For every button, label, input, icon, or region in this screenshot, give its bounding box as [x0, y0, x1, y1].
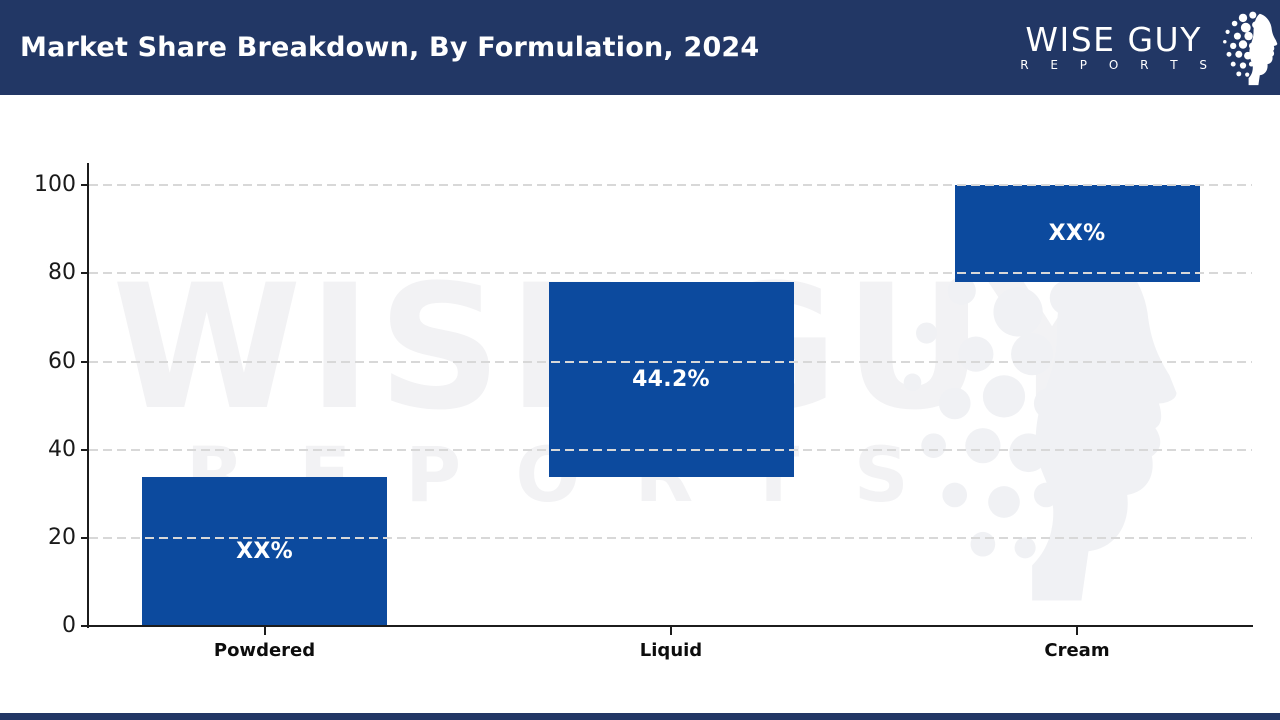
y-tick-label-100: 100	[34, 172, 76, 198]
bar-value-label: XX%	[1048, 221, 1106, 247]
y-tick-label-20: 20	[48, 524, 76, 550]
bar-powdered: XX%	[142, 477, 387, 626]
chart-title: Market Share Breakdown, By Formulation, …	[20, 32, 760, 63]
y-tick-label-60: 60	[48, 348, 76, 374]
footer-bar	[0, 713, 1280, 720]
dotted-head-icon	[1223, 11, 1278, 85]
y-tick-label-40: 40	[48, 436, 76, 462]
logo-subtitle: R E P O R T S	[1020, 58, 1216, 72]
x-axis-tick-liquid	[670, 627, 672, 635]
x-axis-line	[86, 624, 1253, 627]
gridline-y-100	[89, 184, 1252, 187]
gridline-y-40	[89, 448, 1252, 451]
header-bar: Market Share Breakdown, By Formulation, …	[0, 0, 1280, 95]
x-category-label-liquid: Liquid	[639, 640, 703, 661]
y-tick-label-0: 0	[62, 613, 76, 638]
gridline-y-60	[89, 360, 1252, 363]
x-axis-tick-powdered	[263, 627, 266, 635]
y-axis-tick-20	[81, 536, 89, 539]
bar-value-label: 44.2%	[632, 367, 710, 393]
x-axis-tick-cream	[1076, 627, 1078, 635]
y-axis-tick-100	[81, 184, 89, 187]
logo-wordmark: WISE GUY	[1025, 20, 1202, 59]
gridline-y-20	[89, 536, 1252, 539]
x-category-label-cream: Cream	[1044, 640, 1110, 661]
wiseguy-logo: WISE GUY R E P O R T S	[1011, 7, 1278, 89]
y-axis-tick-0	[81, 625, 89, 627]
y-axis-tick-40	[81, 448, 89, 451]
y-tick-label-80: 80	[48, 260, 76, 286]
bar-liquid: 44.2%	[548, 282, 794, 478]
y-axis-tick-80	[81, 272, 89, 275]
y-axis-tick-60	[81, 360, 89, 363]
y-axis-line	[86, 163, 89, 628]
gridline-y-80	[89, 272, 1252, 275]
logo-text: WISE GUY R E P O R T S	[1011, 20, 1216, 73]
bar-cream: XX%	[954, 185, 1200, 283]
x-category-label-powdered: Powdered	[213, 640, 316, 661]
face-profile	[1248, 13, 1278, 85]
bar-value-label: XX%	[236, 539, 293, 564]
